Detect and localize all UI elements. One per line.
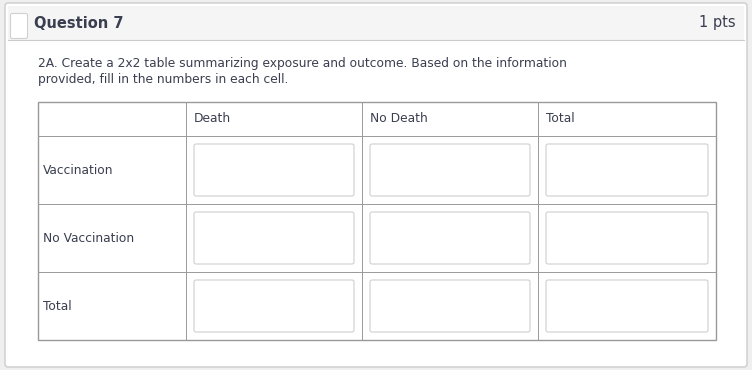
Bar [8, 6, 744, 40]
Bar [38, 102, 716, 340]
FancyBboxPatch shape [546, 280, 708, 332]
Text: Death: Death [194, 112, 231, 125]
Text: Vaccination: Vaccination [43, 164, 114, 176]
FancyBboxPatch shape [546, 144, 708, 196]
Text: Question 7: Question 7 [34, 16, 123, 30]
Text: 2A. Create a 2x2 table summarizing exposure and outcome. Based on the informatio: 2A. Create a 2x2 table summarizing expos… [38, 57, 567, 71]
FancyBboxPatch shape [5, 3, 747, 367]
FancyBboxPatch shape [370, 280, 530, 332]
Text: 1 pts: 1 pts [699, 16, 736, 30]
Text: No Vaccination: No Vaccination [43, 232, 134, 245]
FancyBboxPatch shape [11, 13, 28, 38]
FancyBboxPatch shape [194, 212, 354, 264]
Text: Total: Total [546, 112, 575, 125]
FancyBboxPatch shape [370, 144, 530, 196]
FancyBboxPatch shape [370, 212, 530, 264]
FancyBboxPatch shape [194, 144, 354, 196]
Text: provided, fill in the numbers in each cell.: provided, fill in the numbers in each ce… [38, 73, 288, 85]
Text: Total: Total [43, 299, 71, 313]
FancyBboxPatch shape [546, 212, 708, 264]
FancyBboxPatch shape [194, 280, 354, 332]
Text: No Death: No Death [370, 112, 428, 125]
